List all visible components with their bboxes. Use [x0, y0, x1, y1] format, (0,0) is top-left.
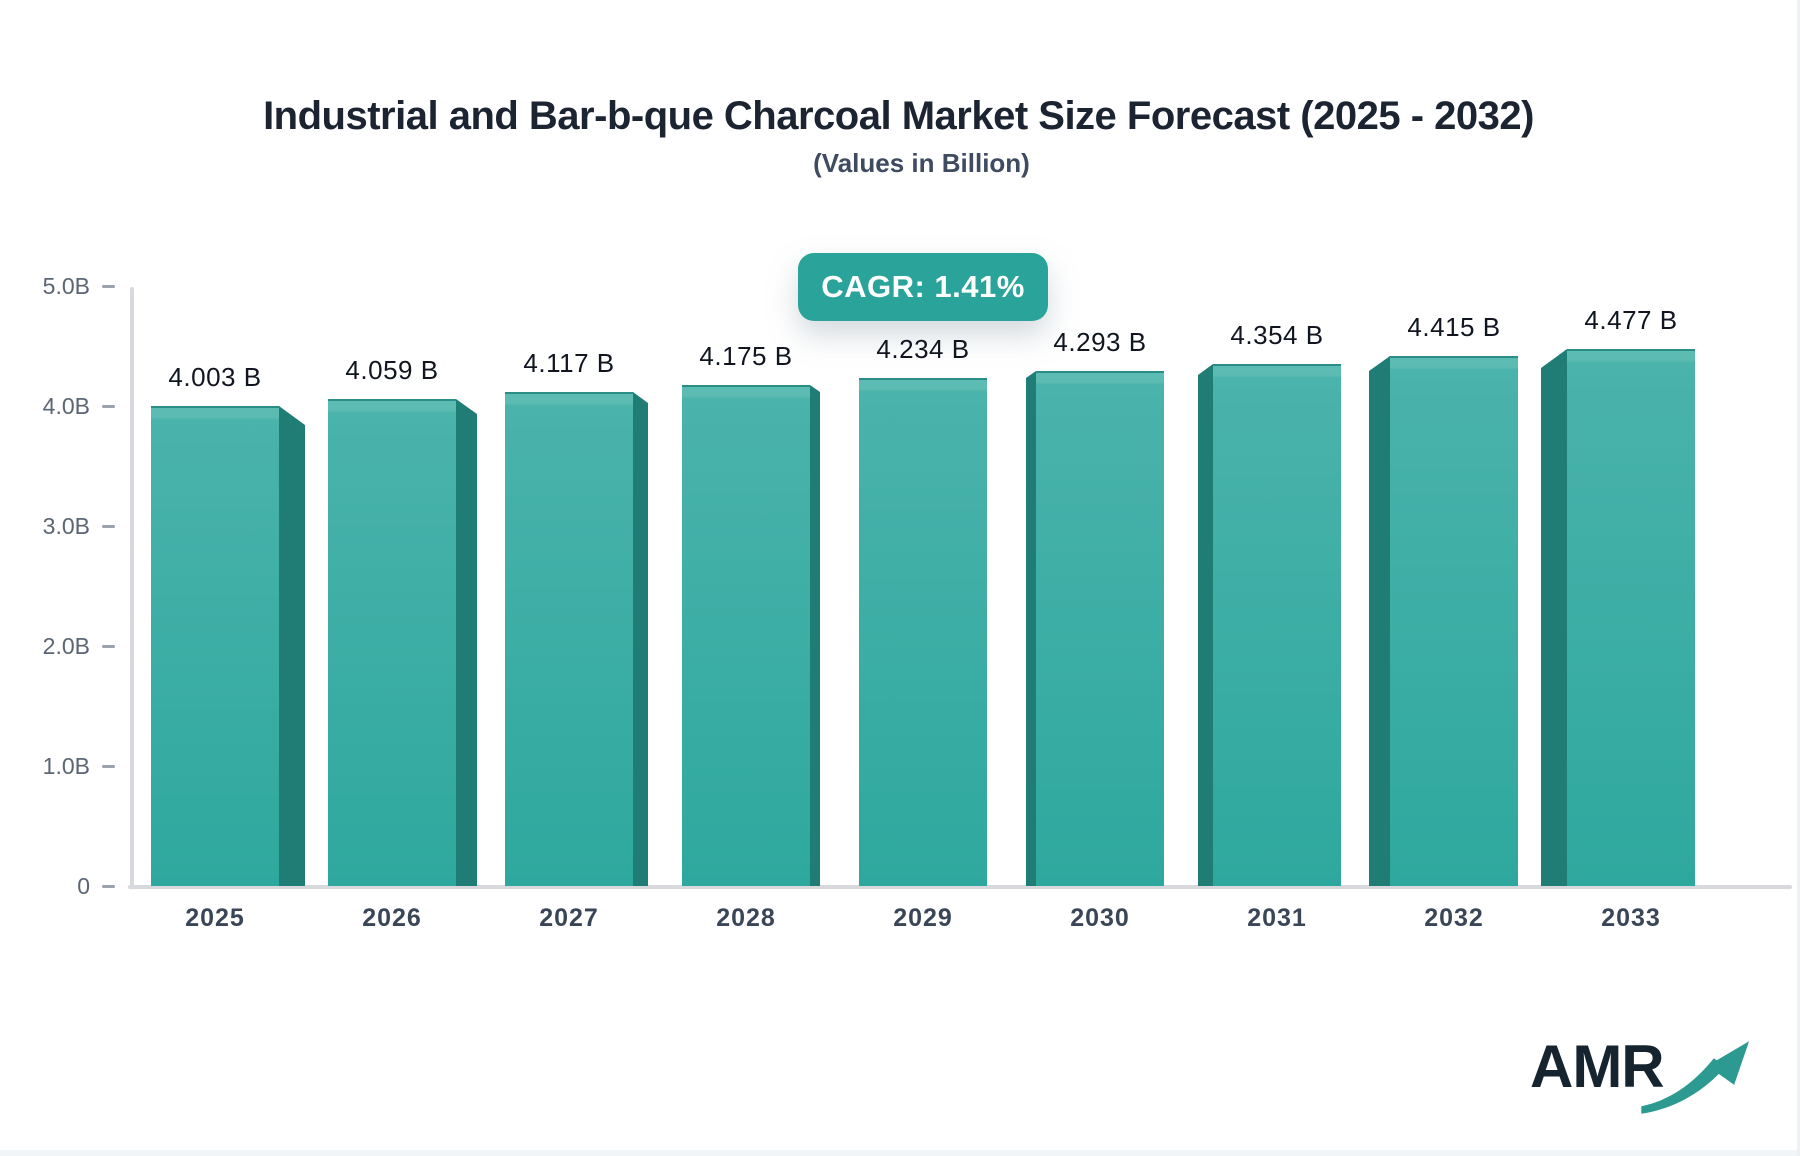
y-tick-mark [102, 405, 115, 408]
growth-arrow-icon [1641, 1041, 1750, 1114]
bar-2029 [859, 378, 987, 886]
y-tick-mark [102, 285, 115, 288]
x-axis-label-2028: 2028 [716, 904, 776, 932]
x-axis-label-2032: 2032 [1424, 904, 1484, 932]
bar-value-label: 4.234 B [876, 334, 970, 364]
bar-side-face [633, 392, 648, 886]
bar-side-face [1541, 349, 1567, 886]
y-tick-mark [102, 645, 115, 648]
x-axis-label-2033: 2033 [1601, 904, 1661, 932]
bar-side-face [1369, 356, 1390, 886]
y-tick-label: 0 [77, 873, 90, 899]
bar-value-label: 4.477 B [1584, 305, 1678, 335]
bar-side-face [1026, 371, 1036, 886]
bar-2025 [151, 406, 279, 886]
bar-value-label: 4.117 B [523, 348, 615, 378]
bar-side-face [1198, 364, 1213, 886]
y-tick-label: 5.0B [42, 273, 90, 299]
bar-value-label: 4.415 B [1407, 312, 1501, 342]
y-tick-label: 4.0B [42, 393, 90, 419]
bar-2031 [1213, 364, 1341, 886]
bar-value-label: 4.059 B [345, 355, 439, 385]
amr-logo-text: AMR [1530, 1033, 1665, 1100]
chart-subtitle: (Values in Billion) [813, 148, 1030, 178]
x-axis-label-2030: 2030 [1070, 904, 1130, 932]
bar-side-face [810, 385, 820, 886]
bar-value-label: 4.293 B [1053, 327, 1147, 357]
y-tick-label: 1.0B [42, 753, 90, 779]
x-axis-label-2025: 2025 [185, 904, 245, 932]
y-tick-label: 2.0B [42, 633, 90, 659]
page-bottom-strip [0, 1150, 1797, 1156]
y-tick-mark [102, 525, 115, 528]
x-axis-baseline [128, 885, 1792, 889]
cagr-badge-label: CAGR: 1.41% [821, 269, 1025, 304]
y-tick-mark [102, 885, 115, 888]
bar-2026 [328, 399, 456, 886]
x-axis-label-2027: 2027 [539, 904, 599, 932]
bar-value-label: 4.175 B [699, 341, 793, 371]
y-tick-mark [102, 765, 115, 768]
bar-value-label: 4.003 B [168, 362, 262, 392]
y-tick-label: 3.0B [42, 513, 90, 539]
bar-side-face [456, 399, 477, 886]
chart-title: Industrial and Bar-b-que Charcoal Market… [263, 94, 1534, 138]
x-axis-label-2029: 2029 [893, 904, 953, 932]
bar-2028 [682, 385, 810, 886]
bar-2027 [505, 392, 633, 886]
x-axis-label-2031: 2031 [1247, 904, 1307, 932]
bar-2030 [1036, 371, 1164, 886]
y-axis-line [130, 287, 134, 887]
cagr-badge: CAGR: 1.41% [798, 253, 1048, 321]
amr-logo: AMR [1522, 1030, 1782, 1130]
bar-side-face [279, 406, 305, 886]
bar-2032 [1390, 356, 1518, 886]
bar-value-label: 4.354 B [1230, 320, 1324, 350]
bar-2033 [1567, 349, 1695, 886]
x-axis-label-2026: 2026 [362, 904, 422, 932]
